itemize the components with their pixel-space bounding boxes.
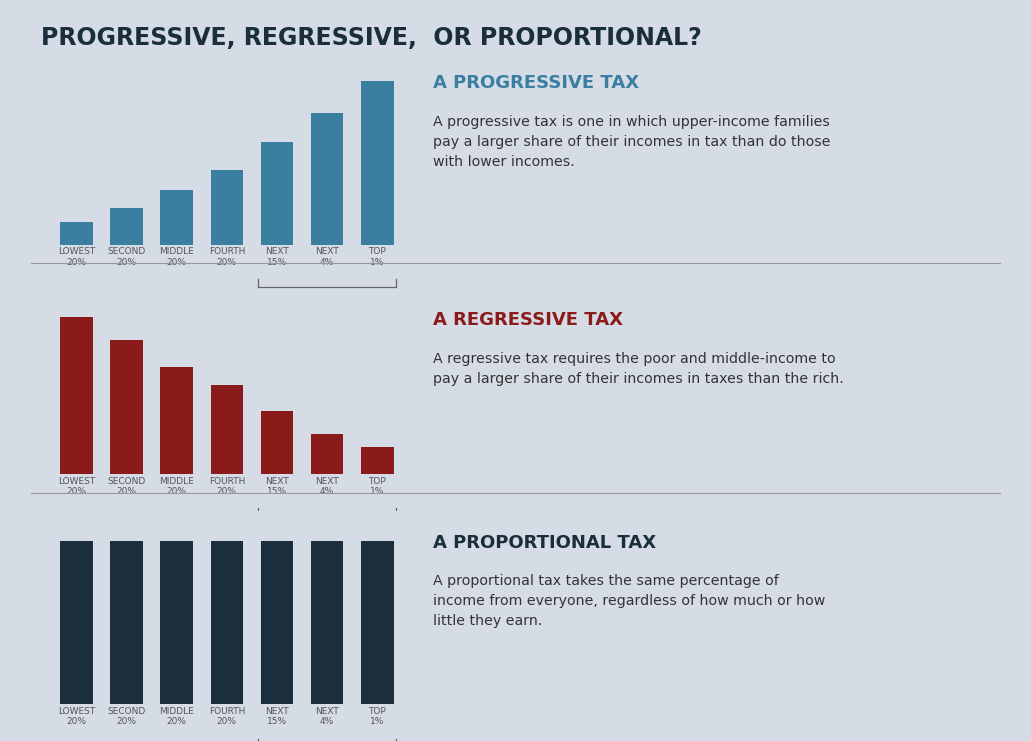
Text: A REGRESSIVE TAX: A REGRESSIVE TAX bbox=[433, 311, 623, 329]
Bar bbox=[60, 541, 93, 704]
Point bbox=[119, 707, 131, 716]
Point bbox=[119, 707, 131, 716]
Bar bbox=[161, 367, 193, 474]
Text: A regressive tax requires the poor and middle-income to
pay a larger share of th: A regressive tax requires the poor and m… bbox=[433, 352, 843, 386]
Text: A proportional tax takes the same percentage of
income from everyone, regardless: A proportional tax takes the same percen… bbox=[433, 574, 825, 628]
Point bbox=[119, 245, 131, 254]
Point bbox=[99, 245, 111, 254]
Bar bbox=[161, 190, 193, 245]
Point bbox=[99, 707, 111, 716]
Text: A progressive tax is one in which upper-income families
pay a larger share of th: A progressive tax is one in which upper-… bbox=[433, 115, 831, 169]
Bar bbox=[310, 113, 343, 245]
Bar bbox=[361, 541, 394, 704]
Point bbox=[99, 707, 111, 716]
Point bbox=[99, 245, 111, 253]
Bar bbox=[161, 541, 193, 704]
Bar bbox=[261, 142, 293, 245]
Point bbox=[119, 245, 131, 253]
Text: A PROPORTIONAL TAX: A PROPORTIONAL TAX bbox=[433, 534, 656, 551]
Point bbox=[99, 245, 111, 254]
Bar bbox=[210, 541, 243, 704]
Text: A PROGRESSIVE TAX: A PROGRESSIVE TAX bbox=[433, 74, 639, 92]
Bar bbox=[210, 385, 243, 474]
Text: PROGRESSIVE, REGRESSIVE,  OR PROPORTIONAL?: PROGRESSIVE, REGRESSIVE, OR PROPORTIONAL… bbox=[41, 26, 702, 50]
Point bbox=[119, 473, 131, 482]
Point bbox=[119, 705, 131, 714]
Bar bbox=[310, 541, 343, 704]
Bar bbox=[261, 541, 293, 704]
Bar bbox=[110, 339, 143, 474]
Bar bbox=[60, 222, 93, 245]
Bar bbox=[60, 317, 93, 474]
Bar bbox=[110, 541, 143, 704]
Point bbox=[119, 245, 131, 254]
Point bbox=[119, 475, 131, 484]
Point bbox=[119, 475, 131, 484]
Point bbox=[99, 475, 111, 484]
Bar bbox=[361, 82, 394, 245]
Bar bbox=[210, 170, 243, 245]
Bar bbox=[361, 448, 394, 474]
Text: TOP 20%: TOP 20% bbox=[304, 296, 350, 305]
Bar bbox=[310, 434, 343, 474]
Bar bbox=[110, 208, 143, 245]
Point bbox=[99, 473, 111, 482]
Bar bbox=[261, 411, 293, 474]
Point bbox=[99, 475, 111, 484]
Text: TOP 20%: TOP 20% bbox=[304, 525, 350, 534]
Point bbox=[99, 705, 111, 714]
